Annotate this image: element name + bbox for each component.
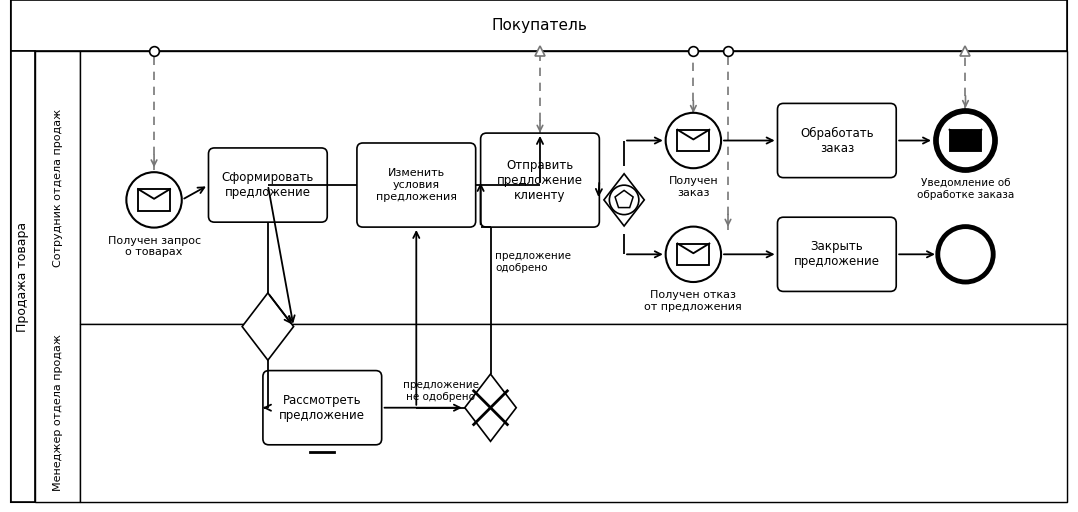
Text: Сотрудник отдела продаж: Сотрудник отдела продаж [53,109,63,267]
Circle shape [665,227,721,282]
Text: Уведомление об
обработке заказа: Уведомление об обработке заказа [917,178,1014,200]
Text: Закрыть
предложение: Закрыть предложение [793,240,880,268]
Circle shape [609,185,639,215]
Circle shape [938,113,993,168]
Polygon shape [243,293,293,360]
FancyBboxPatch shape [357,143,475,227]
Polygon shape [604,174,645,226]
Circle shape [665,113,721,168]
Bar [11,52,36,502]
FancyBboxPatch shape [777,103,896,178]
FancyBboxPatch shape [777,217,896,291]
Bar [36,52,80,502]
Circle shape [126,172,182,228]
Polygon shape [950,130,981,152]
Text: предложение
не одобрено: предложение не одобрено [402,380,479,402]
Polygon shape [616,190,633,207]
Polygon shape [677,130,709,152]
Text: Отправить
предложение
клиенту: Отправить предложение клиенту [497,159,583,202]
Text: Изменить
условия
предложения: Изменить условия предложения [376,168,457,202]
Bar [11,0,1067,52]
Text: Обработать
заказ: Обработать заказ [800,126,873,155]
FancyBboxPatch shape [481,133,599,227]
FancyBboxPatch shape [263,371,382,445]
Text: Продажа товара: Продажа товара [16,222,29,332]
Text: Получен отказ
от предложения: Получен отказ от предложения [645,290,743,311]
FancyBboxPatch shape [208,148,328,222]
Text: Получен
заказ: Получен заказ [668,176,718,198]
Text: Менеджер отдела продаж: Менеджер отдела продаж [53,334,63,491]
Polygon shape [465,374,516,441]
Bar [80,52,1067,324]
Text: Сформировать
предложение: Сформировать предложение [222,171,314,199]
Polygon shape [677,244,709,265]
Text: Рассмотреть
предложение: Рассмотреть предложение [279,394,365,422]
Text: Получен запрос
о товарах: Получен запрос о товарах [108,236,201,257]
Text: Покупатель: Покупатель [492,18,586,33]
Circle shape [934,109,997,172]
Bar [80,324,1067,502]
Polygon shape [138,189,170,211]
Text: предложение
одобрено: предложение одобрено [496,251,571,273]
Circle shape [938,227,993,282]
